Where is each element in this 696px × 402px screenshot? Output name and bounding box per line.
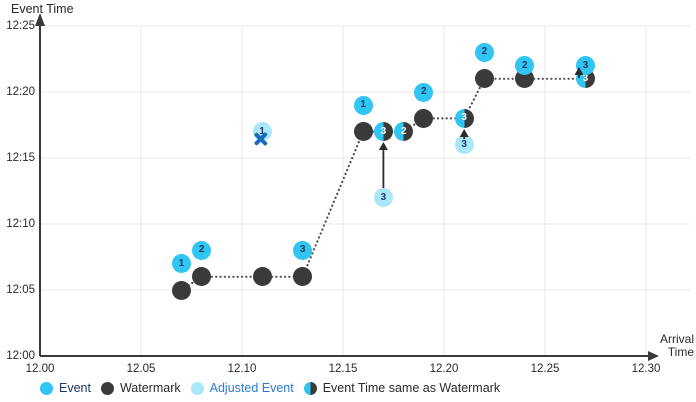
event-marker: 2 bbox=[414, 82, 434, 102]
legend-label-same-as-watermark: Event Time same as Watermark bbox=[322, 381, 501, 395]
legend-label-watermark: Watermark bbox=[119, 381, 181, 395]
legend-item-watermark: Watermark bbox=[100, 381, 181, 395]
dropped-event-x-icon bbox=[253, 131, 269, 147]
watermark-marker bbox=[293, 267, 313, 287]
same-as-watermark-marker: 2 bbox=[394, 122, 414, 142]
legend-item-adjusted-event: Adjusted Event bbox=[190, 381, 294, 395]
y-tick-label: 12:10 bbox=[6, 217, 35, 230]
x-axis-title-line2: Time bbox=[667, 344, 694, 359]
event-marker: 2 bbox=[474, 42, 494, 62]
x-tick-label: 12.25 bbox=[530, 363, 560, 375]
adjusted-event-swatch-icon bbox=[190, 381, 204, 395]
y-tick-label: 12:25 bbox=[6, 19, 35, 32]
legend-item-event: Event bbox=[40, 381, 91, 395]
event-marker: 1 bbox=[171, 254, 191, 274]
event-marker: 2 bbox=[192, 240, 212, 260]
same-as-watermark-marker: 3 bbox=[454, 108, 474, 128]
watermark-marker bbox=[414, 108, 434, 128]
x-tick-label: 12.30 bbox=[631, 363, 661, 375]
y-axis-title: Event Time bbox=[11, 2, 74, 16]
adjusted-event-marker: 3 bbox=[454, 135, 474, 155]
event-swatch-icon bbox=[40, 381, 53, 395]
legend-label-event: Event bbox=[59, 381, 91, 395]
same-as-watermark-swatch-icon bbox=[303, 381, 317, 395]
legend-label-adjusted-event: Adjusted Event bbox=[209, 381, 294, 395]
legend: Event Watermark Adjusted Event Event Tim… bbox=[40, 377, 500, 399]
watermark-marker bbox=[171, 280, 191, 300]
x-axis-title: Arrival Time bbox=[660, 333, 694, 358]
x-tick-label: 12.15 bbox=[328, 363, 358, 375]
watermark-marker bbox=[192, 267, 212, 287]
x-tick-label: 12.05 bbox=[126, 363, 156, 375]
watermark-marker bbox=[353, 122, 373, 142]
event-marker: 2 bbox=[515, 56, 535, 76]
x-tick-label: 12.00 bbox=[25, 363, 55, 375]
same-as-watermark-marker: 3 bbox=[373, 122, 393, 142]
watermark-marker bbox=[474, 69, 494, 89]
y-tick-label: 12:00 bbox=[6, 349, 35, 362]
watermark-swatch-icon bbox=[100, 381, 114, 395]
x-tick-label: 12.20 bbox=[429, 363, 459, 375]
y-tick-label: 12:20 bbox=[6, 85, 35, 98]
x-tick-label: 12.10 bbox=[227, 363, 257, 375]
watermark-marker bbox=[252, 267, 272, 287]
event-marker: 3 bbox=[293, 240, 313, 260]
y-tick-label: 12:05 bbox=[6, 283, 35, 296]
y-tick-label: 12:15 bbox=[6, 151, 35, 164]
adjusted-event-marker: 3 bbox=[373, 188, 393, 208]
legend-item-same-as-watermark: Event Time same as Watermark bbox=[303, 381, 501, 395]
event-marker: 3 bbox=[575, 56, 595, 76]
event-marker: 1 bbox=[353, 95, 373, 115]
x-axis-title-line1: Arrival bbox=[659, 332, 694, 346]
